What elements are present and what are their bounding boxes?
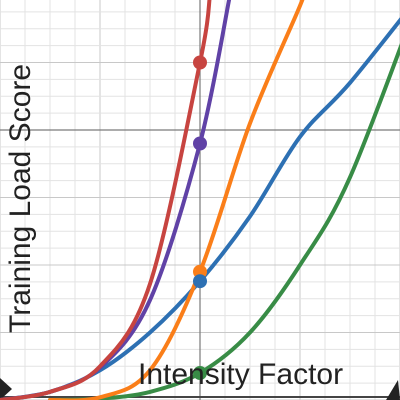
data-point: [193, 55, 207, 70]
highlight-points: [193, 55, 207, 380]
data-point: [193, 274, 207, 289]
x-axis-label: Intensity Factor: [138, 358, 343, 391]
x-axis-left-arrow-icon: [0, 378, 12, 400]
data-point: [193, 366, 207, 380]
series-line: [48, 42, 400, 400]
data-point: [193, 136, 207, 151]
x-axis-right-arrow-icon: [386, 380, 400, 400]
series-line: [48, 0, 305, 400]
y-axis-label: Training Load Score: [4, 64, 37, 333]
